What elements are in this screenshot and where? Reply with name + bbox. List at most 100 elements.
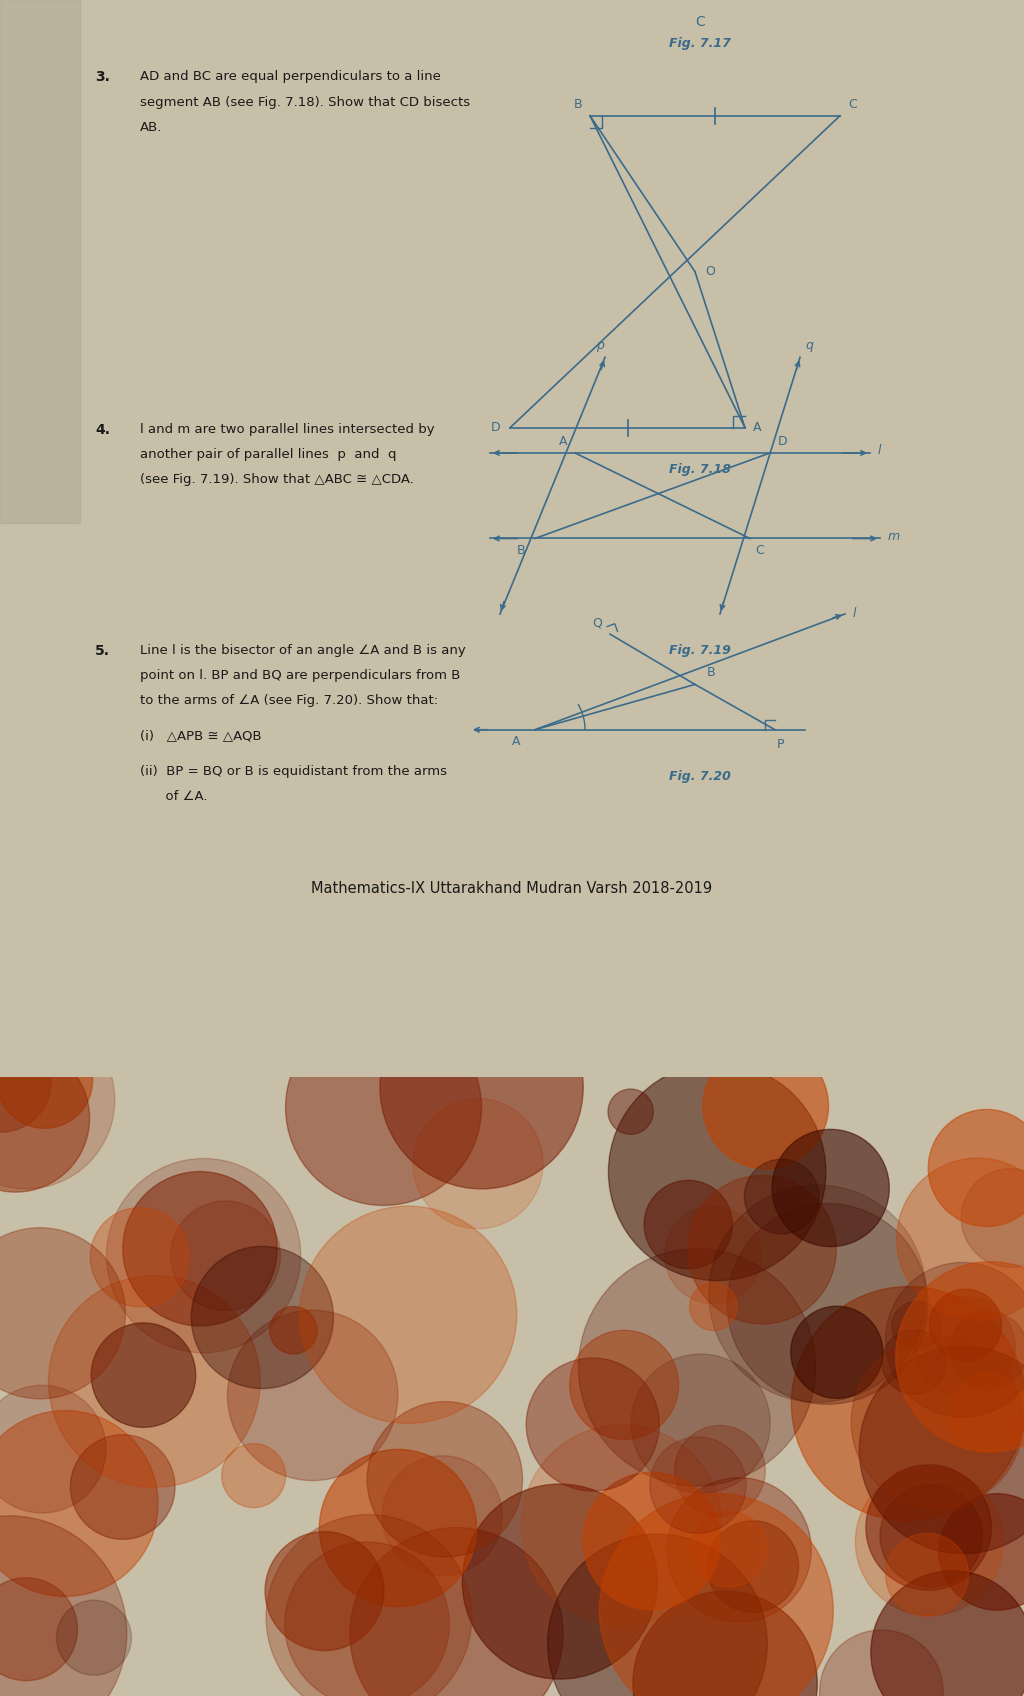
Text: q: q: [805, 339, 813, 353]
Circle shape: [882, 1330, 946, 1394]
Circle shape: [0, 1011, 115, 1189]
Circle shape: [727, 1204, 928, 1404]
Circle shape: [0, 1386, 105, 1513]
Circle shape: [0, 1516, 127, 1696]
Circle shape: [266, 1515, 472, 1696]
Circle shape: [667, 1477, 811, 1621]
Text: l and m are two parallel lines intersected by: l and m are two parallel lines intersect…: [140, 422, 434, 436]
Circle shape: [709, 1186, 926, 1403]
Circle shape: [380, 985, 584, 1189]
Circle shape: [299, 1206, 517, 1423]
Circle shape: [90, 1208, 189, 1308]
Circle shape: [0, 1031, 51, 1133]
Text: P: P: [776, 738, 783, 751]
Circle shape: [896, 1262, 1024, 1452]
Circle shape: [0, 1045, 90, 1192]
Circle shape: [462, 1484, 657, 1679]
Text: (ii)  BP = BQ or B is equidistant from the arms: (ii) BP = BQ or B is equidistant from th…: [140, 765, 447, 778]
Text: C: C: [848, 98, 857, 110]
Circle shape: [675, 1426, 765, 1516]
Circle shape: [928, 1109, 1024, 1226]
Circle shape: [526, 1358, 659, 1491]
Circle shape: [382, 1455, 503, 1576]
Circle shape: [579, 1248, 815, 1486]
Circle shape: [0, 1411, 158, 1596]
Text: (see Fig. 7.19). Show that △ABC ≅ △CDA.: (see Fig. 7.19). Show that △ABC ≅ △CDA.: [140, 473, 414, 487]
Circle shape: [521, 1425, 722, 1625]
Circle shape: [650, 1437, 746, 1533]
Circle shape: [665, 1206, 762, 1304]
Circle shape: [851, 1336, 1023, 1508]
Circle shape: [71, 1435, 175, 1540]
Text: 3.: 3.: [95, 71, 110, 85]
Text: A: A: [512, 734, 520, 748]
Circle shape: [548, 1535, 767, 1696]
Text: p: p: [596, 339, 604, 353]
Circle shape: [939, 1494, 1024, 1610]
Circle shape: [265, 1531, 384, 1650]
Circle shape: [772, 1130, 889, 1247]
Circle shape: [191, 1247, 334, 1389]
Text: Line l is the bisector of an angle ∠A and B is any: Line l is the bisector of an angle ∠A an…: [140, 644, 466, 656]
Circle shape: [886, 1262, 1024, 1418]
Circle shape: [608, 1063, 826, 1280]
Text: Fig. 7.17: Fig. 7.17: [669, 37, 731, 51]
Circle shape: [791, 1306, 883, 1399]
Text: l: l: [853, 607, 856, 621]
Text: Fig. 7.18: Fig. 7.18: [669, 463, 731, 477]
Circle shape: [0, 1033, 92, 1128]
Circle shape: [631, 1353, 770, 1492]
Text: Fig. 7.19: Fig. 7.19: [669, 644, 731, 656]
Text: 4.: 4.: [95, 422, 110, 438]
Circle shape: [870, 1570, 1024, 1696]
Circle shape: [880, 1484, 982, 1587]
Polygon shape: [0, 0, 80, 524]
Circle shape: [227, 1311, 398, 1481]
Circle shape: [949, 1374, 1024, 1452]
Text: A: A: [558, 434, 567, 448]
Text: D: D: [490, 421, 500, 434]
Text: 5.: 5.: [95, 644, 110, 658]
Text: of ∠A.: of ∠A.: [140, 790, 208, 804]
Circle shape: [819, 1630, 943, 1696]
Circle shape: [221, 1443, 286, 1508]
Circle shape: [707, 1521, 799, 1613]
Text: AD and BC are equal perpendiculars to a line: AD and BC are equal perpendiculars to a …: [140, 71, 441, 83]
Circle shape: [91, 1323, 196, 1428]
Circle shape: [688, 1175, 837, 1325]
Text: C: C: [755, 543, 764, 556]
Circle shape: [413, 1099, 543, 1228]
Text: l: l: [878, 444, 882, 458]
Text: segment AB (see Fig. 7.18). Show that CD bisects: segment AB (see Fig. 7.18). Show that CD…: [140, 95, 470, 109]
Circle shape: [962, 1169, 1024, 1267]
Text: Mathematics-IX Uttarakhand Mudran Varsh 2018-2019: Mathematics-IX Uttarakhand Mudran Varsh …: [311, 880, 713, 895]
Circle shape: [583, 1472, 720, 1610]
Circle shape: [886, 1533, 969, 1616]
Circle shape: [892, 1301, 941, 1350]
Text: A: A: [753, 421, 762, 434]
Text: to the arms of ∠A (see Fig. 7.20). Show that:: to the arms of ∠A (see Fig. 7.20). Show …: [140, 694, 438, 707]
Circle shape: [930, 1289, 1001, 1362]
Circle shape: [897, 1158, 1024, 1321]
Circle shape: [792, 1287, 1024, 1521]
Circle shape: [949, 1311, 1024, 1389]
Text: another pair of parallel lines  p  and  q: another pair of parallel lines p and q: [140, 448, 396, 461]
Circle shape: [171, 1201, 281, 1311]
Circle shape: [644, 1180, 732, 1269]
Text: Q: Q: [592, 616, 602, 629]
Circle shape: [599, 1494, 834, 1696]
Circle shape: [285, 1542, 450, 1696]
Circle shape: [855, 1467, 1004, 1616]
Text: D: D: [778, 434, 787, 448]
Circle shape: [0, 1577, 78, 1681]
Text: C: C: [695, 15, 705, 29]
Circle shape: [569, 1330, 679, 1440]
Text: O: O: [705, 265, 715, 278]
Circle shape: [269, 1306, 317, 1353]
Text: B: B: [707, 667, 716, 680]
Text: B: B: [573, 98, 582, 110]
Circle shape: [350, 1528, 563, 1696]
Circle shape: [689, 1282, 737, 1331]
Circle shape: [914, 1297, 1015, 1398]
Circle shape: [48, 1275, 260, 1487]
